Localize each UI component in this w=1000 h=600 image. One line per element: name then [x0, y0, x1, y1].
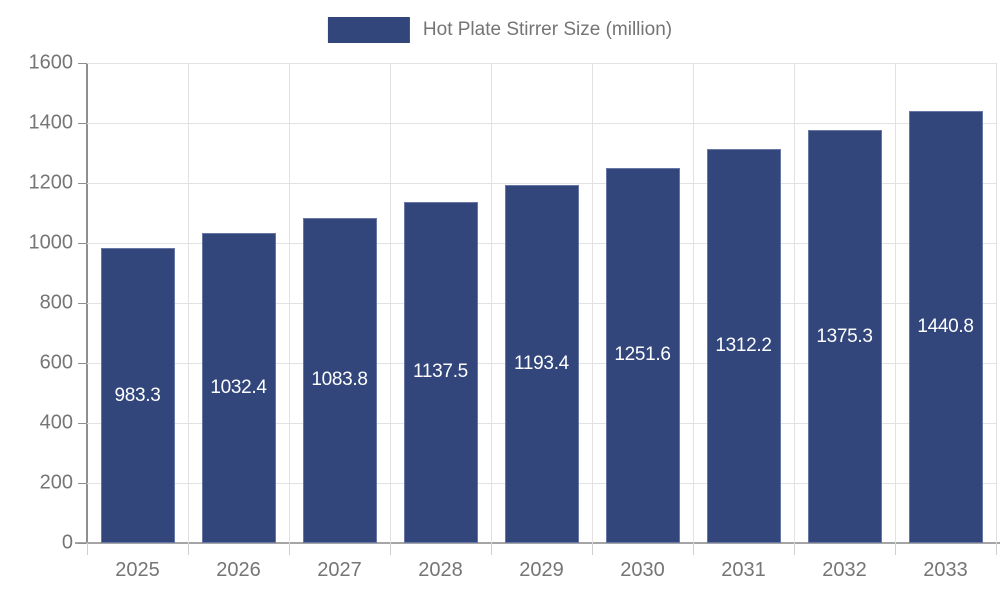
y-axis-tick-label: 1200: [28, 171, 74, 194]
bar-2028: 1137.5: [403, 201, 478, 543]
y-axis-tick: [78, 483, 86, 484]
gridline-vertical: [894, 63, 896, 543]
gridline-horizontal: [87, 122, 996, 124]
x-axis-tick-label: 2028: [418, 559, 463, 581]
gridline-vertical: [692, 63, 694, 543]
x-axis-tick-label: 2029: [519, 559, 564, 581]
y-axis-tick-label: 1000: [28, 231, 74, 254]
bar-value-label: 1032.4: [210, 377, 267, 399]
x-axis-tick: [692, 543, 694, 555]
y-axis-tick-label: 1400: [28, 111, 74, 134]
legend-swatch: [327, 17, 410, 43]
y-axis-tick: [78, 303, 86, 304]
x-axis-tick: [591, 543, 593, 555]
bar-value-label: 1440.8: [917, 315, 974, 337]
bar-value-label: 1251.6: [614, 344, 671, 366]
y-axis-tick: [78, 363, 86, 364]
legend: Hot Plate Stirrer Size (million): [327, 17, 673, 43]
gridline-vertical: [490, 63, 492, 543]
gridline-vertical: [187, 63, 189, 543]
x-axis-tick-label: 2027: [317, 559, 362, 581]
x-axis-tick: [793, 543, 795, 555]
x-axis-line: [75, 542, 1000, 544]
y-axis-tick: [78, 243, 86, 244]
y-axis-tick-label: 400: [39, 411, 73, 434]
bar-2033: 1440.8: [908, 110, 983, 543]
y-axis-tick-label: 800: [39, 291, 73, 314]
gridline-vertical: [995, 63, 997, 543]
bar-value-label: 1193.4: [514, 353, 569, 374]
gridline-horizontal: [87, 182, 996, 184]
x-axis-tick-label: 2032: [822, 559, 867, 581]
plot-area: 0 200 400 600 800 1000 1200 1400 1600 983.3 2025 10…: [29, 52, 1000, 581]
gridline-vertical: [288, 63, 290, 543]
bar-2031: 1312.2: [706, 149, 781, 543]
gridline-horizontal: [87, 62, 996, 64]
x-axis-tick: [288, 543, 290, 555]
y-axis-tick: [78, 543, 86, 544]
y-axis-tick: [78, 183, 86, 184]
x-axis-tick-label: 2033: [923, 559, 968, 581]
x-axis-tick-label: 2026: [216, 559, 261, 581]
gridline-vertical: [591, 63, 593, 543]
x-axis-tick: [894, 543, 896, 555]
x-axis-tick: [490, 543, 492, 555]
x-axis-tick-label: 2031: [721, 559, 766, 581]
y-axis-tick: [78, 123, 86, 124]
bar-2027: 1083.8: [302, 217, 377, 543]
x-axis-tick: [187, 543, 189, 555]
x-axis-tick: [995, 543, 997, 555]
bar-value-label: 983.3: [114, 384, 161, 406]
y-axis-tick-label: 0: [61, 531, 73, 554]
bar-2029: 1193.4: [504, 184, 579, 543]
legend-label: Hot Plate Stirrer Size (million): [422, 19, 673, 40]
gridline-vertical: [389, 63, 391, 543]
bar-2032: 1375.3: [807, 130, 882, 543]
x-axis-tick-label: 2030: [620, 559, 665, 581]
x-axis-tick: [389, 543, 391, 555]
bar-value-label: 1312.2: [715, 335, 772, 357]
bar-2026: 1032.4: [201, 233, 276, 543]
y-axis-tick-label: 600: [39, 351, 73, 374]
x-axis-tick-label: 2025: [115, 559, 160, 581]
bar-value-label: 1137.5: [413, 361, 468, 383]
y-axis-tick-label: 200: [39, 471, 73, 494]
y-axis-tick: [78, 423, 86, 424]
bar-value-label: 1083.8: [311, 369, 368, 391]
x-axis-tick: [86, 543, 88, 555]
gridline-vertical: [793, 63, 795, 543]
bar-2025: 983.3: [100, 248, 175, 543]
y-axis-tick: [78, 63, 86, 64]
y-axis-tick-label: 1600: [28, 51, 74, 74]
bar-value-label: 1375.3: [816, 325, 873, 347]
bar-2030: 1251.6: [605, 167, 680, 543]
